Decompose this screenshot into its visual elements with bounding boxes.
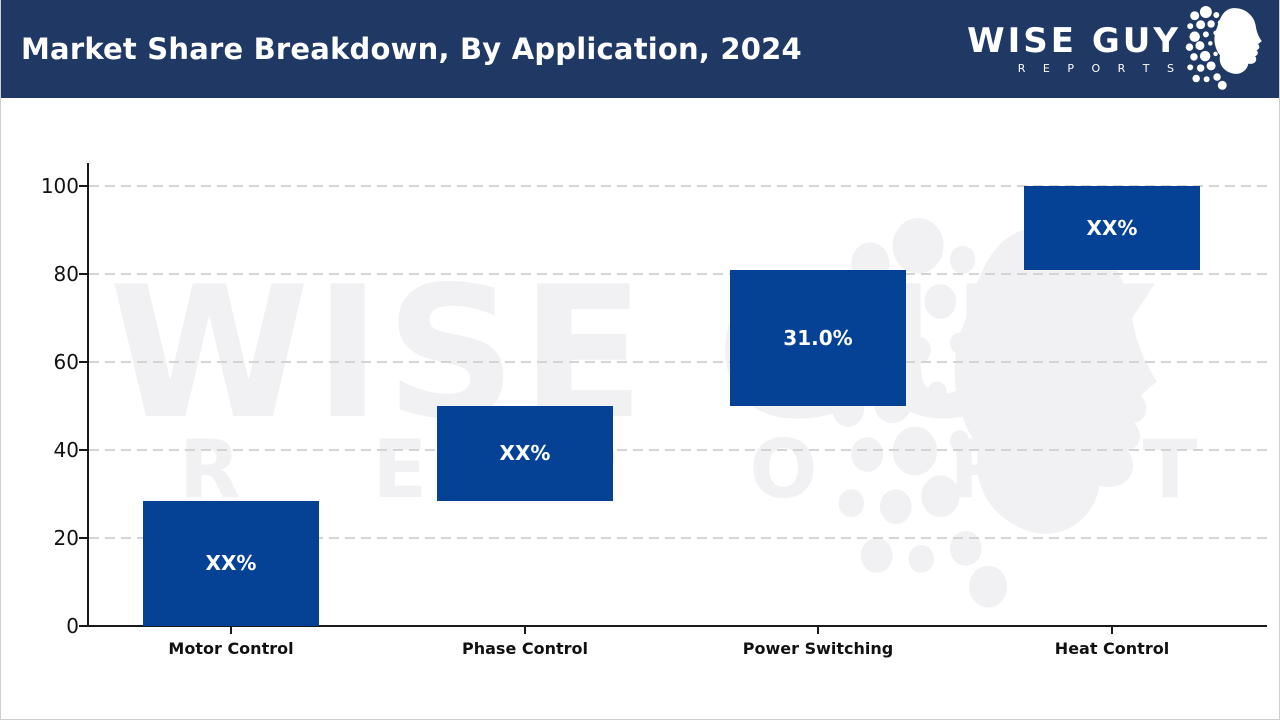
y-tick-mark [79, 449, 87, 451]
y-tick-label: 60 [53, 350, 79, 374]
y-tick-label: 40 [53, 438, 79, 462]
x-tick-mark [1111, 627, 1113, 634]
page-title: Market Share Breakdown, By Application, … [21, 32, 802, 66]
y-tick-mark [79, 537, 87, 539]
gridline [89, 537, 1267, 539]
x-category-label: Power Switching [742, 639, 894, 658]
bar-value-label: 31.0% [783, 325, 853, 350]
y-tick-mark [79, 361, 87, 363]
y-tick-label: 100 [40, 174, 79, 198]
x-category-label: Heat Control [1054, 639, 1170, 658]
header: Market Share Breakdown, By Application, … [1, 0, 1279, 98]
bar-motor-control: XX% [143, 500, 319, 626]
x-tick-mark [817, 627, 819, 634]
gridline [89, 185, 1267, 187]
gridline [89, 273, 1267, 275]
y-tick-label: 0 [66, 614, 79, 638]
x-tick-mark [230, 627, 232, 634]
bar-heat-control: XX% [1024, 186, 1200, 270]
wiseguy-logo: WISE GUY R E P O R T S [967, 6, 1267, 92]
bar-value-label: XX% [499, 441, 551, 466]
x-category-label: Phase Control [462, 639, 588, 658]
y-tick-label: 20 [53, 526, 79, 550]
gridline [89, 361, 1267, 363]
bar-value-label: XX% [205, 551, 257, 576]
y-tick-label: 80 [53, 262, 79, 286]
bar-value-label: XX% [1086, 215, 1138, 240]
y-tick-mark [79, 273, 87, 275]
logo-text: WISE GUY R E P O R T S [967, 24, 1181, 75]
y-tick-mark [79, 185, 87, 187]
x-axis [87, 625, 1267, 627]
logo-tagline: R E P O R T S [1017, 61, 1181, 75]
bar-phase-control: XX% [437, 406, 613, 501]
logo-wordmark: WISE GUY [967, 20, 1181, 61]
y-tick-mark [79, 625, 87, 627]
gridline [89, 449, 1267, 451]
bar-power-switching: 31.0% [730, 269, 906, 406]
x-category-label: Motor Control [168, 639, 294, 658]
x-tick-mark [524, 627, 526, 634]
y-axis [87, 163, 89, 627]
